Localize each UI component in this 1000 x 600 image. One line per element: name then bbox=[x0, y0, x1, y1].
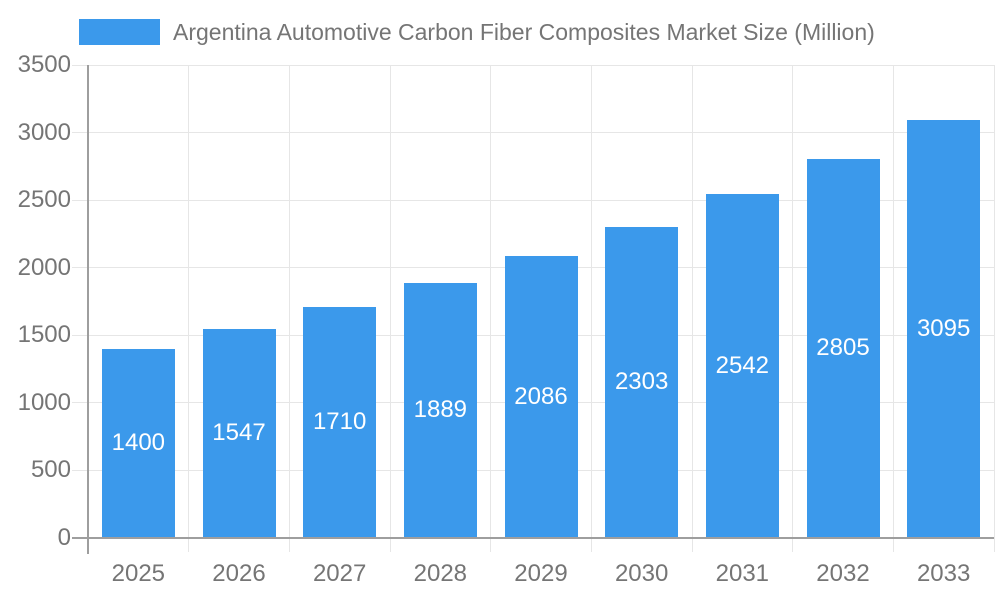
gridline-vertical bbox=[288, 65, 290, 552]
gridline-vertical bbox=[490, 65, 492, 552]
bar-2029[interactable] bbox=[504, 256, 578, 538]
x-tick-label: 2031 bbox=[715, 560, 770, 587]
gridline-vertical bbox=[792, 65, 794, 552]
y-tick-label: 0 bbox=[57, 524, 71, 551]
gridline-vertical bbox=[993, 65, 995, 552]
bar-2030[interactable] bbox=[605, 226, 679, 538]
y-tick-label: 3000 bbox=[17, 118, 71, 146]
gridline-horizontal bbox=[72, 64, 994, 66]
y-tick-label: 2000 bbox=[17, 253, 71, 281]
bar-2032[interactable] bbox=[806, 158, 880, 538]
bar-2028[interactable] bbox=[403, 282, 477, 538]
y-axis-line bbox=[87, 65, 89, 554]
x-tick-label: 2028 bbox=[413, 560, 468, 587]
gridline-horizontal bbox=[72, 132, 994, 134]
bar-value-label: 1710 bbox=[312, 408, 367, 436]
y-tick-label: 1500 bbox=[17, 321, 71, 349]
bar-2027[interactable] bbox=[303, 306, 377, 538]
x-tick-label: 2026 bbox=[212, 560, 266, 587]
bar-2033[interactable] bbox=[907, 119, 981, 538]
x-tick-label: 2025 bbox=[111, 560, 166, 587]
bar-value-label: 2542 bbox=[715, 352, 770, 380]
x-tick-label: 2033 bbox=[916, 560, 971, 587]
x-axis-line bbox=[72, 537, 994, 539]
x-tick-label: 2027 bbox=[312, 560, 367, 587]
x-tick-label: 2030 bbox=[614, 560, 669, 587]
bar-value-label: 2805 bbox=[816, 334, 870, 362]
y-tick-label: 1000 bbox=[17, 388, 71, 416]
gridline-vertical bbox=[590, 65, 592, 552]
bar-2031[interactable] bbox=[705, 194, 779, 538]
bar-2025[interactable] bbox=[101, 348, 175, 538]
gridline-vertical bbox=[892, 65, 894, 552]
bar-value-label: 2086 bbox=[514, 383, 568, 411]
bar-value-label: 1547 bbox=[212, 419, 266, 447]
gridline-horizontal bbox=[72, 199, 994, 201]
y-tick-label: 3500 bbox=[17, 51, 71, 78]
legend-swatch-icon bbox=[79, 19, 160, 45]
bar-value-label: 1889 bbox=[413, 396, 468, 424]
x-tick-label: 2032 bbox=[816, 560, 870, 587]
gridline-vertical bbox=[389, 65, 391, 552]
bar-value-label: 2303 bbox=[614, 368, 669, 396]
bar-value-label: 1400 bbox=[111, 429, 166, 457]
x-tick-label: 2029 bbox=[514, 560, 568, 587]
legend-label: Argentina Automotive Carbon Fiber Compos… bbox=[173, 19, 875, 45]
y-tick-label: 2500 bbox=[17, 186, 71, 214]
bar-value-label: 3095 bbox=[916, 314, 971, 342]
y-tick-label: 500 bbox=[30, 456, 71, 484]
gridline-vertical bbox=[691, 65, 693, 552]
bar-2026[interactable] bbox=[202, 328, 276, 538]
gridline-vertical bbox=[188, 65, 190, 552]
